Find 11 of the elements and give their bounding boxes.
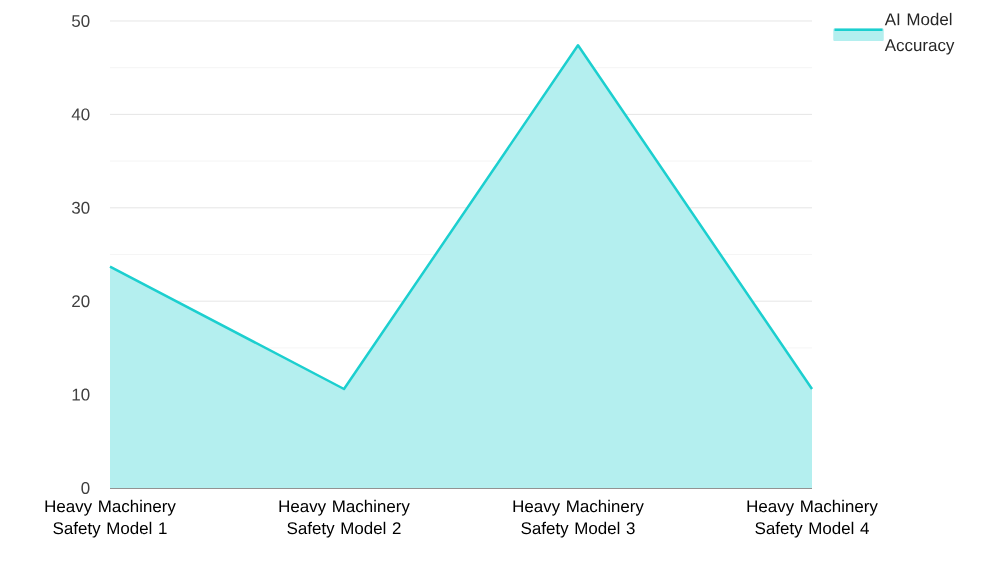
y-tick-label: 50 [71,15,90,27]
x-tick-label: Heavy Machinery Safety Model 2 [279,499,410,538]
legend-label: AI Model Accuracy [884,12,955,55]
x-tick-label: Heavy Machinery Safety Model 4 [747,499,878,538]
y-tick-label: 20 [72,295,90,308]
y-tick-label: 40 [71,108,90,121]
y-tick-label: 0 [81,482,90,494]
y-tick-label: 30 [71,201,90,214]
x-tick-label: Heavy Machinery Safety Model 1 [45,499,176,538]
y-tick-label: 10 [72,388,90,401]
x-tick-label: Heavy Machinery Safety Model 3 [513,499,644,538]
